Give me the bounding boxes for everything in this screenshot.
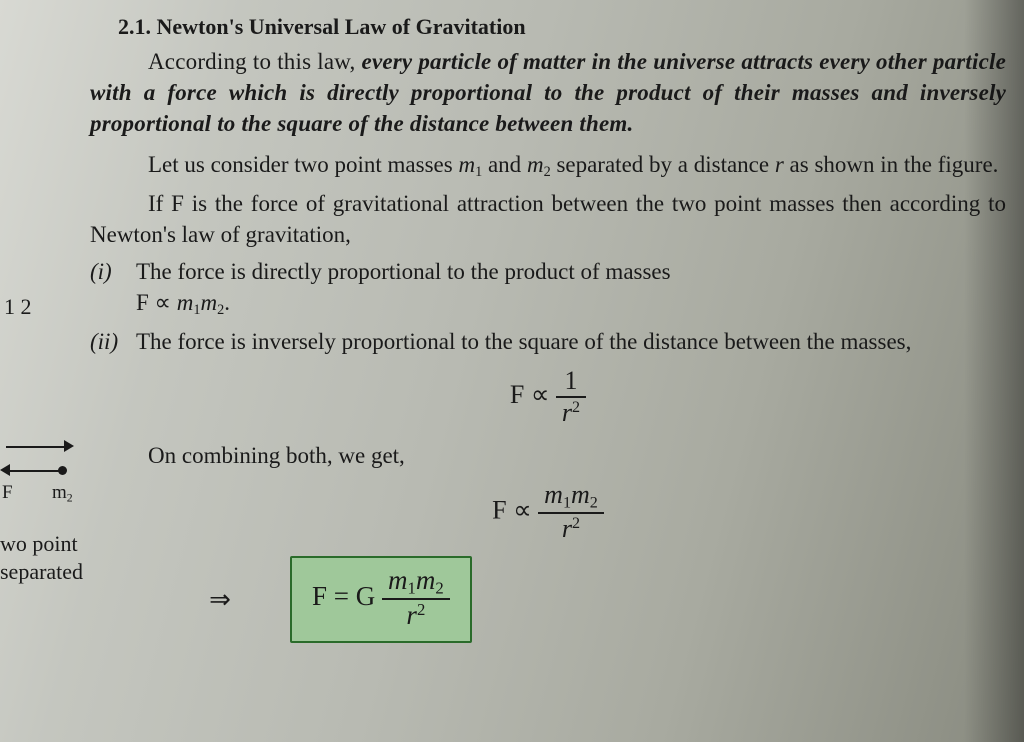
paragraph-2: If F is the force of gravitational attra… (90, 188, 1006, 250)
page: 2.1. Newton's Universal Law of Gravitati… (0, 0, 1024, 742)
paragraph-1: Let us consider two point masses m1 and … (90, 149, 1006, 182)
list-item-ii: (ii) The force is inversely proportional… (90, 326, 1006, 357)
implies-arrow: ⇒ (190, 582, 250, 617)
formula-f-prop-m1m2: F ∝ m1m2. (136, 290, 230, 315)
boxed-formula: F = G m1m2 r2 (290, 556, 472, 643)
list-body: The force is directly proportional to th… (136, 256, 1006, 320)
list-body: The force is inversely proportional to t… (136, 326, 1006, 357)
list-number: (i) (90, 256, 124, 320)
law-lead: According to this law, (148, 49, 356, 74)
equation-f-prop-m1m2-r2: F ∝ m1m2 r2 (90, 481, 1006, 544)
margin-number: 1 2 (4, 294, 32, 320)
section-number: 2.1. (118, 14, 151, 39)
list: (i) The force is directly proportional t… (90, 256, 1006, 357)
section-heading: 2.1. Newton's Universal Law of Gravitati… (118, 12, 1006, 42)
list-item-i: (i) The force is directly proportional t… (90, 256, 1006, 320)
margin-caption: wo point separated (0, 530, 83, 585)
combine-text: On combining both, we get, (90, 440, 1006, 471)
equation-f-prop-1r2: F ∝ 1 r2 (90, 367, 1006, 427)
law-statement: According to this law, every particle of… (90, 46, 1006, 139)
diagram-label-F: F (2, 482, 13, 504)
list-number: (ii) (90, 326, 124, 357)
force-diagram: F m2 (0, 440, 82, 500)
section-title: Newton's Universal Law of Gravitation (157, 14, 526, 39)
diagram-label-m2: m2 (52, 482, 73, 505)
equation-final-row: ⇒ F = G m1m2 r2 (190, 556, 1006, 643)
